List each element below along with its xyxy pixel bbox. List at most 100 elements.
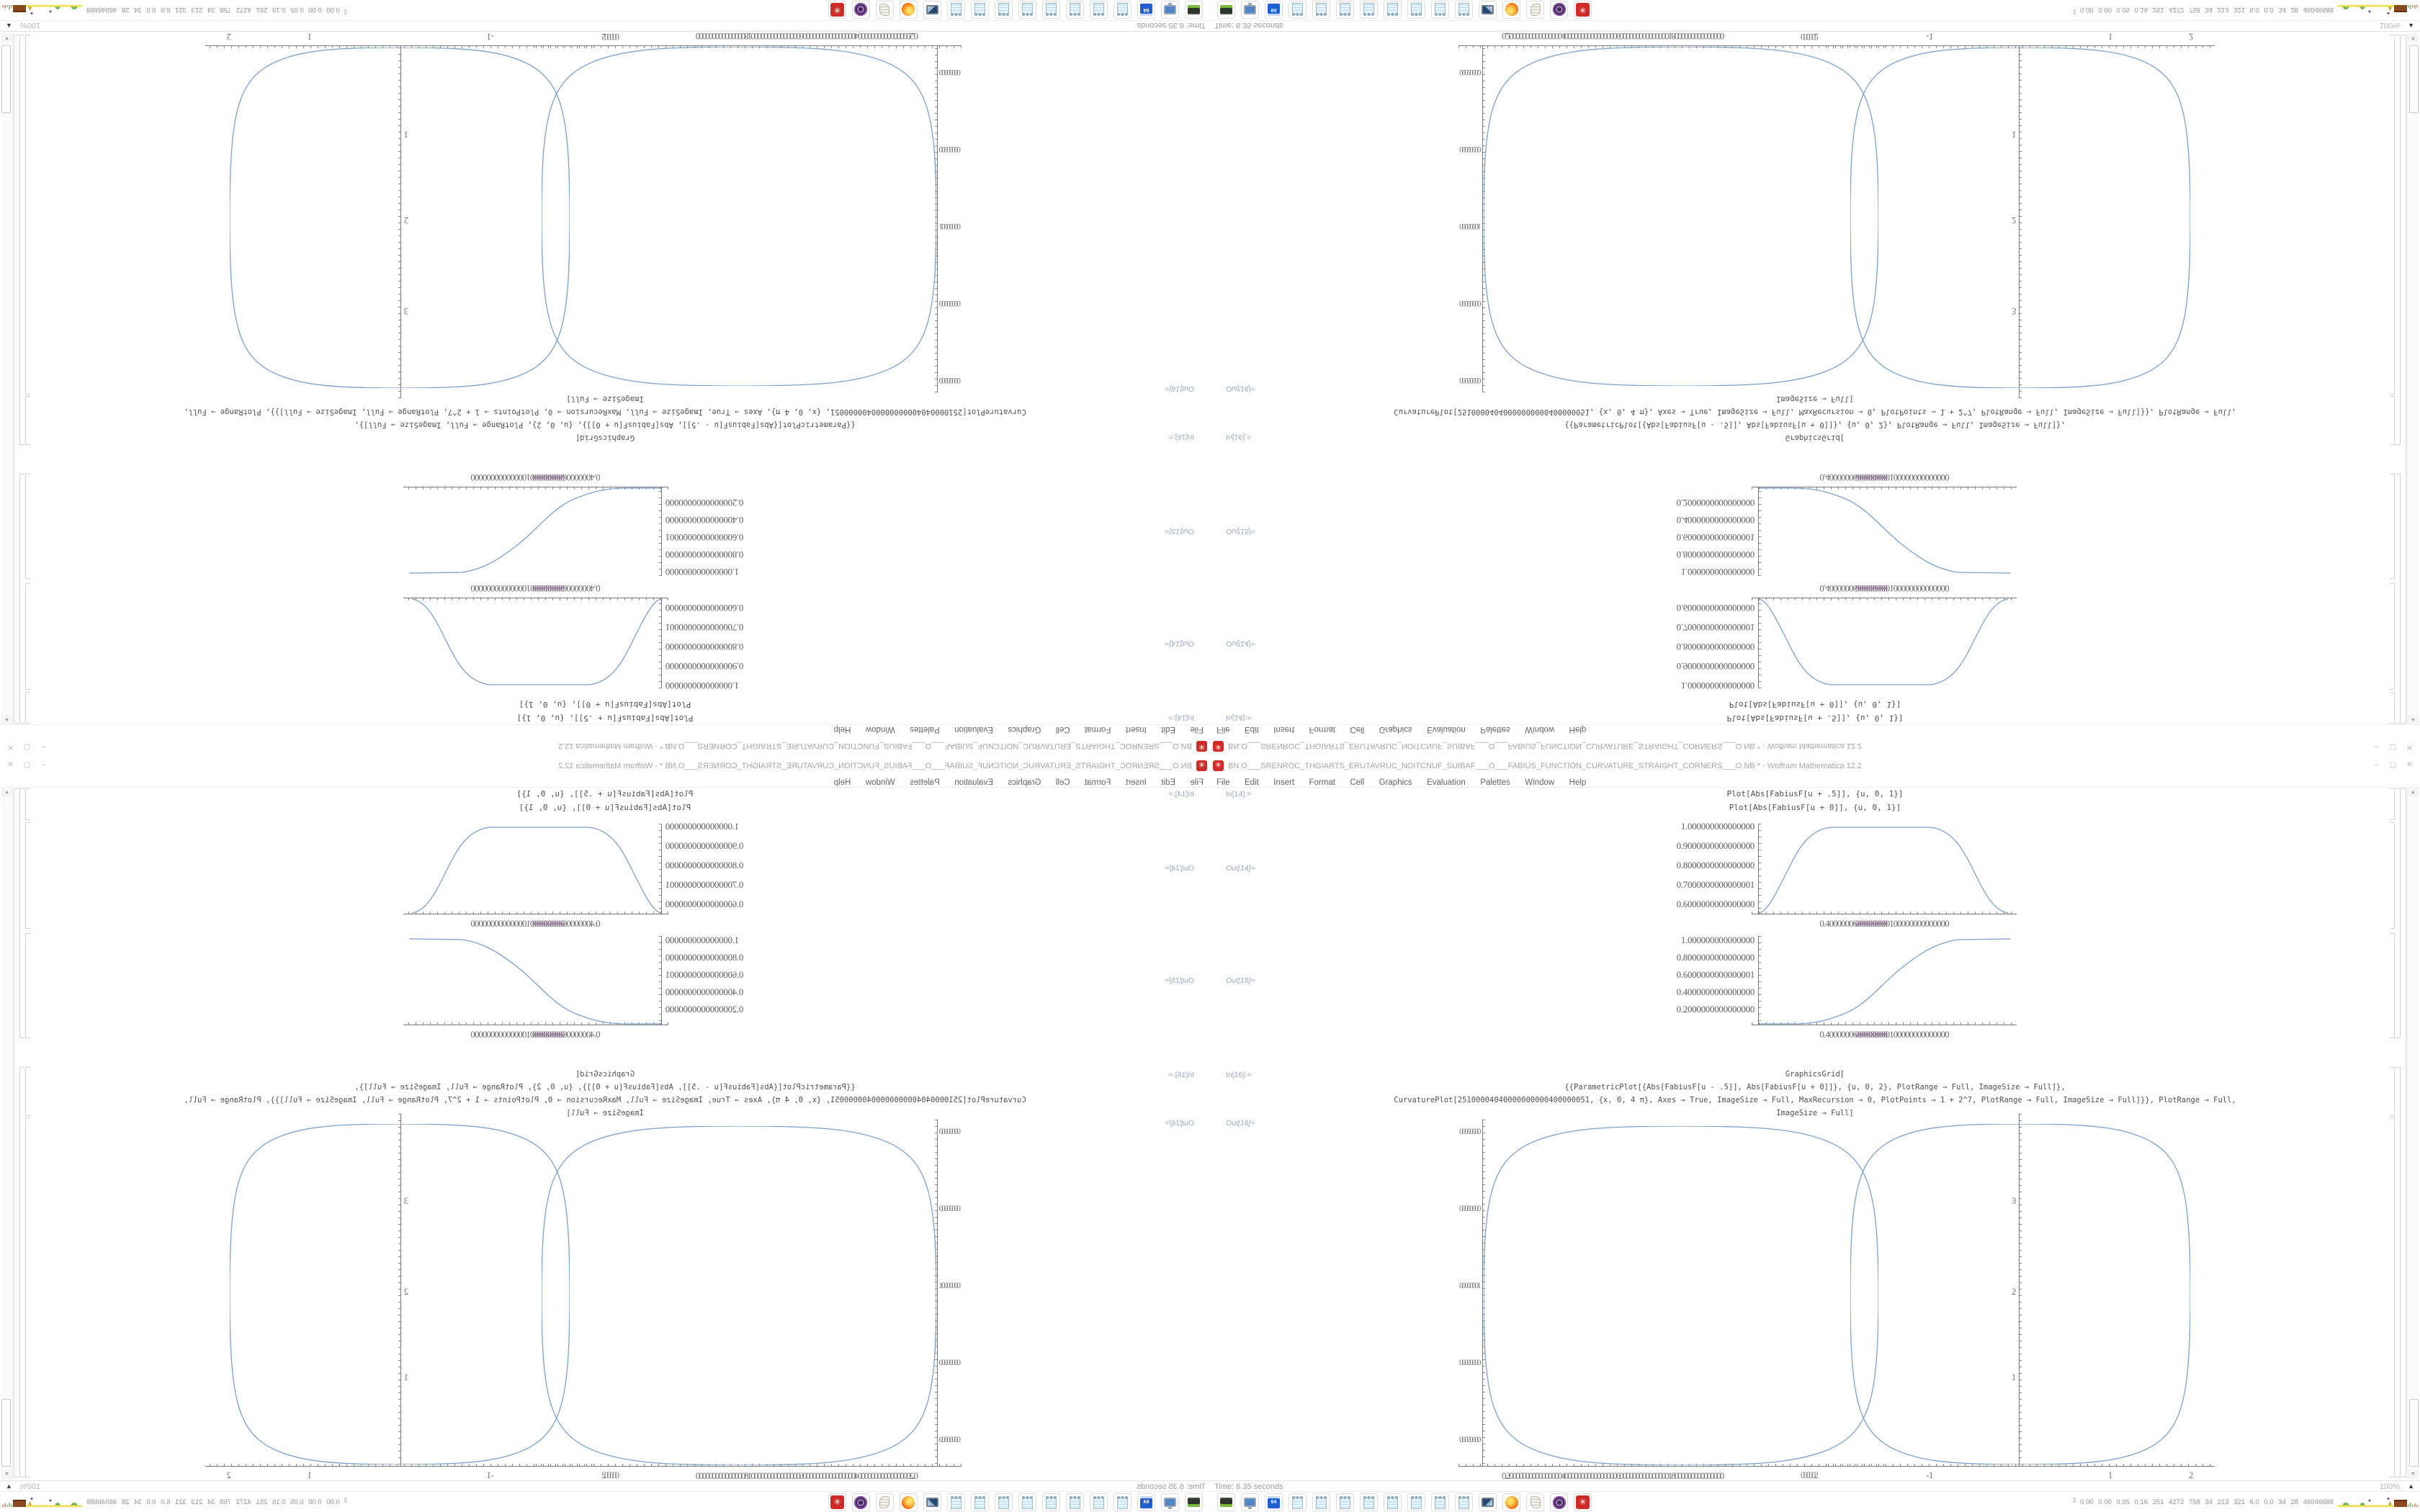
- notepad-icon[interactable]: [1336, 1493, 1354, 1511]
- minimize-button[interactable]: –: [2374, 761, 2379, 769]
- code-graphicsgrid-line-4[interactable]: ImageSize → Full]: [1776, 395, 1854, 403]
- menu-evaluation[interactable]: Evaluation: [1427, 778, 1466, 787]
- code-graphicsgrid-line-3[interactable]: CurvaturePlot[25100004040000000000400000…: [1394, 1096, 2236, 1104]
- magnification-value[interactable]: 100%: [20, 1482, 41, 1491]
- menu-format[interactable]: Format: [1309, 778, 1335, 787]
- menu-insert[interactable]: Insert: [1125, 725, 1147, 734]
- media-display-icon[interactable]: [923, 1493, 941, 1511]
- code-graphicsgrid-line-4[interactable]: ImageSize → Full]: [566, 395, 644, 403]
- notepad-icon[interactable]: [971, 1493, 989, 1511]
- code-plot-line-2[interactable]: Plot[Abs[FabiusF[u + 0]], {u, 0, 1}]: [1729, 700, 1901, 709]
- scroll-document-icon[interactable]: [876, 1, 894, 19]
- menu-help[interactable]: Help: [833, 725, 851, 734]
- notepad-icon[interactable]: [1455, 1493, 1473, 1511]
- notepad-icon[interactable]: [1384, 1493, 1402, 1511]
- cell-group-bracket-outer[interactable]: [2401, 788, 2406, 1477]
- menu-format[interactable]: Format: [1309, 725, 1335, 734]
- menu-insert[interactable]: Insert: [1273, 778, 1295, 787]
- code-graphicsgrid-line-1[interactable]: GraphicsGrid[: [575, 433, 635, 442]
- notepad-icon[interactable]: [1312, 1493, 1330, 1511]
- cell-group-bracket-outer[interactable]: [2401, 35, 2406, 724]
- firefox-icon[interactable]: [1502, 1493, 1520, 1511]
- window-titlebar[interactable]: ✳ BN.O___SRENROC_THGIARTS_ERUTAVRUC_NOIT…: [1210, 739, 2420, 752]
- notepad-icon[interactable]: [1384, 1, 1402, 19]
- notepad-icon[interactable]: [1289, 1, 1307, 19]
- menu-graphics[interactable]: Graphics: [1379, 725, 1412, 734]
- notepad-icon[interactable]: [1042, 1493, 1060, 1511]
- code-graphicsgrid-line-2[interactable]: {{ParametricPlot[{Abs[FabiusF[u - .5]], …: [1564, 420, 2066, 429]
- close-button[interactable]: ✕: [2406, 743, 2413, 751]
- close-button[interactable]: ✕: [7, 743, 14, 751]
- cell-bracket-out1[interactable]: [2390, 822, 2395, 929]
- scrollbar-track[interactable]: [1, 33, 13, 724]
- cell-bracket-in1[interactable]: [2390, 692, 2395, 724]
- notepad-icon[interactable]: [1042, 1, 1060, 19]
- code-graphicsgrid-line-1[interactable]: GraphicsGrid[: [1785, 1070, 1845, 1079]
- cell-bracket-in2[interactable]: [2390, 1067, 2395, 1116]
- menu-help[interactable]: Help: [1569, 778, 1587, 787]
- close-button[interactable]: ✕: [7, 761, 14, 769]
- firefox-icon[interactable]: [900, 1493, 918, 1511]
- menu-evaluation[interactable]: Evaluation: [954, 778, 993, 787]
- menu-edit[interactable]: Edit: [1244, 778, 1259, 787]
- notepad-icon[interactable]: [1360, 1, 1378, 19]
- window-titlebar[interactable]: ✳ BN.O___SRENROC_THGIARTS_ERUTAVRUC_NOIT…: [0, 760, 1210, 773]
- cell-bracket-out3[interactable]: [2390, 1117, 2395, 1477]
- red-gear-icon[interactable]: ✳: [1574, 1493, 1592, 1511]
- menu-edit[interactable]: Edit: [1244, 725, 1259, 734]
- cell-bracket-in2[interactable]: [2390, 396, 2395, 445]
- scrollbar-down-arrow[interactable]: ▼: [1, 33, 12, 42]
- maximize-button[interactable]: ▢: [2389, 743, 2397, 751]
- menu-window[interactable]: Window: [1525, 725, 1555, 734]
- menu-file[interactable]: File: [1216, 725, 1230, 734]
- scrollbar-track[interactable]: [1, 788, 13, 1479]
- notepad-icon[interactable]: [1066, 1, 1084, 19]
- menu-file[interactable]: File: [1216, 778, 1230, 787]
- floppy-64-icon[interactable]: 64: [1137, 1493, 1155, 1511]
- media-display-icon[interactable]: [1479, 1493, 1497, 1511]
- cell-group-bracket-2[interactable]: [2396, 1067, 2401, 1477]
- code-plot-line-1[interactable]: Plot[Abs[FabiusF[u + .5]], {u, 0, 1}]: [516, 789, 694, 798]
- notepad-icon[interactable]: [1090, 1493, 1108, 1511]
- scrollbar-down-arrow[interactable]: ▼: [2408, 33, 2419, 42]
- magnification-value[interactable]: 100%: [20, 21, 41, 30]
- code-plot-line-2[interactable]: Plot[Abs[FabiusF[u + 0]], {u, 0, 1}]: [519, 700, 691, 709]
- green-device-icon[interactable]: [1217, 1493, 1235, 1511]
- code-plot-line-2[interactable]: Plot[Abs[FabiusF[u + 0]], {u, 0, 1}]: [1729, 803, 1901, 812]
- floppy-64-icon[interactable]: 64: [1265, 1493, 1283, 1511]
- display-icon[interactable]: [1161, 1, 1179, 19]
- cell-bracket-out2[interactable]: [25, 474, 30, 579]
- notepad-icon[interactable]: [1431, 1493, 1449, 1511]
- cell-bracket-in2[interactable]: [25, 396, 30, 445]
- menu-cell[interactable]: Cell: [1055, 778, 1070, 787]
- cell-bracket-in2[interactable]: [25, 1067, 30, 1116]
- code-plot-line-1[interactable]: Plot[Abs[FabiusF[u + .5]], {u, 0, 1}]: [1726, 714, 1904, 723]
- magnification-value[interactable]: 100%: [2379, 21, 2400, 30]
- menu-insert[interactable]: Insert: [1125, 778, 1147, 787]
- menu-file[interactable]: File: [1190, 725, 1204, 734]
- scrollbar-up-arrow[interactable]: ▲: [1, 715, 12, 724]
- notepad-icon[interactable]: [1090, 1, 1108, 19]
- display-icon[interactable]: [1241, 1, 1259, 19]
- menu-graphics[interactable]: Graphics: [1008, 725, 1041, 734]
- notepad-icon[interactable]: [1312, 1, 1330, 19]
- menu-palettes[interactable]: Palettes: [910, 778, 940, 787]
- menu-palettes[interactable]: Palettes: [910, 725, 940, 734]
- tor-browser-icon[interactable]: [852, 1493, 870, 1511]
- cell-bracket-out2[interactable]: [25, 933, 30, 1038]
- maximize-button[interactable]: ▢: [23, 743, 31, 751]
- tor-browser-icon[interactable]: [1550, 1, 1568, 19]
- menu-evaluation[interactable]: Evaluation: [954, 725, 993, 734]
- media-display-icon[interactable]: [1479, 1, 1497, 19]
- notepad-icon[interactable]: [1113, 1, 1131, 19]
- firefox-icon[interactable]: [900, 1, 918, 19]
- notepad-icon[interactable]: [1431, 1, 1449, 19]
- media-display-icon[interactable]: [923, 1, 941, 19]
- cell-group-bracket-2[interactable]: [19, 35, 24, 445]
- scrollbar-track[interactable]: [2407, 788, 2419, 1479]
- tor-browser-icon[interactable]: [1550, 1493, 1568, 1511]
- green-device-icon[interactable]: [1185, 1493, 1203, 1511]
- menu-graphics[interactable]: Graphics: [1008, 778, 1041, 787]
- scrollbar-down-arrow[interactable]: ▼: [2408, 1470, 2419, 1479]
- menu-cell[interactable]: Cell: [1350, 778, 1365, 787]
